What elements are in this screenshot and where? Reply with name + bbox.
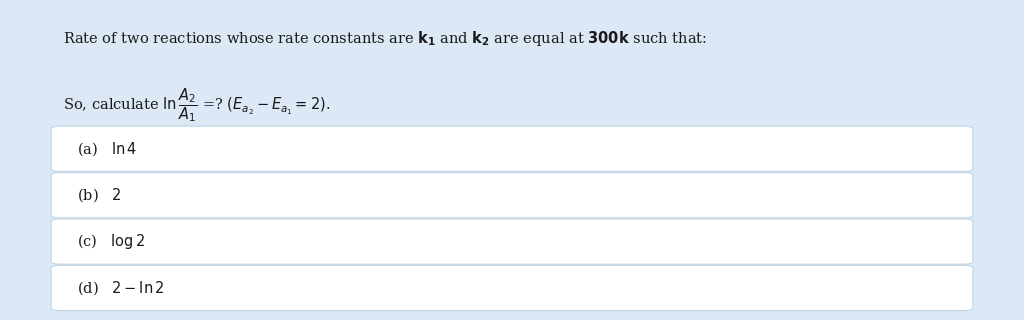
- Text: (b)   $2$: (b) $2$: [77, 186, 122, 204]
- Text: (d)   $2 - \ln 2$: (d) $2 - \ln 2$: [77, 279, 165, 297]
- FancyBboxPatch shape: [51, 266, 973, 310]
- Text: (a)   $\ln 4$: (a) $\ln 4$: [77, 140, 137, 158]
- Text: (c)   $\log 2$: (c) $\log 2$: [77, 232, 144, 251]
- FancyBboxPatch shape: [51, 172, 973, 218]
- FancyBboxPatch shape: [51, 219, 973, 264]
- FancyBboxPatch shape: [51, 126, 973, 171]
- Text: So, calculate $\ln \dfrac{A_2}{A_1}$ =? $(E_{a_2} - E_{a_1} = 2)$.: So, calculate $\ln \dfrac{A_2}{A_1}$ =? …: [63, 86, 331, 124]
- Text: Rate of two reactions whose rate constants are $\mathbf{k_1}$ and $\mathbf{k_2}$: Rate of two reactions whose rate constan…: [63, 29, 708, 48]
